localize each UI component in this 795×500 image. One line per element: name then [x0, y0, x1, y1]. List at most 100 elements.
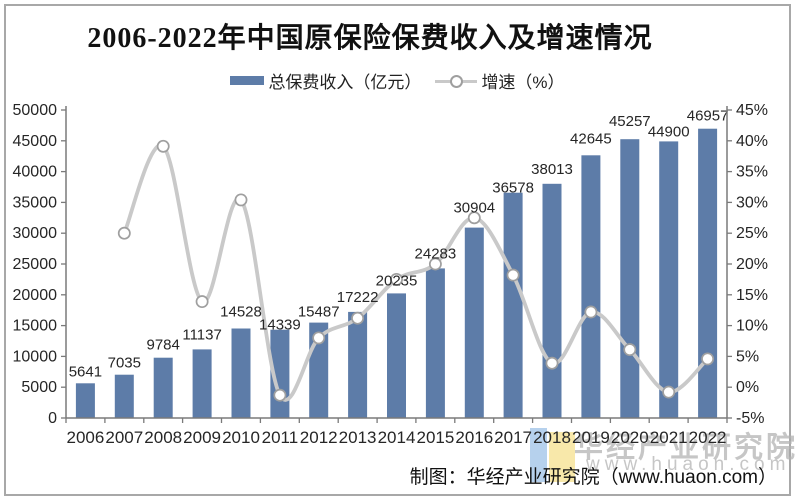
x-axis-label-2017: 2017	[494, 428, 532, 447]
bar-2013	[348, 311, 368, 418]
growth-marker-2007	[117, 226, 131, 240]
x-axis-label-2016: 2016	[455, 428, 493, 447]
right-axis-tick-label: 25%	[736, 225, 768, 242]
legend-bar-swatch	[230, 76, 265, 85]
bar-2014	[387, 293, 406, 418]
legend-item-line: 增速（%）	[435, 68, 565, 93]
bar-2016	[464, 227, 484, 418]
x-axis-label-2020: 2020	[611, 428, 649, 447]
growth-marker-2017	[506, 268, 520, 282]
bar-value-label-2010: 14528	[220, 304, 262, 321]
legend-line-swatch	[435, 74, 478, 88]
right-axis-tick-label: 20%	[736, 256, 768, 273]
bar-2007	[114, 374, 134, 418]
growth-marker-2020	[623, 343, 637, 357]
bar-value-label-2020: 45257	[609, 113, 651, 130]
x-axis-label-2018: 2018	[533, 428, 571, 447]
chart-title: 2006-2022年中国原保险保费收入及增速情况	[87, 23, 653, 54]
right-axis-tick-label: 10%	[736, 318, 768, 335]
bar-2019	[581, 155, 601, 419]
bar-value-label-2014: 20235	[376, 272, 418, 289]
credit-line: 制图：华经产业研究院（www.huaon.com）	[409, 467, 777, 488]
x-axis-label-2011: 2011	[262, 428, 299, 447]
x-axis-label-2010: 2010	[222, 428, 260, 447]
growth-marker-2012	[312, 331, 326, 345]
growth-marker-2013	[351, 311, 365, 325]
growth-marker-2015	[428, 257, 442, 271]
legend-item-bars: 总保费收入（亿元）	[230, 68, 421, 93]
watermark-brand-url: www.huaon.com	[586, 454, 791, 475]
bar-value-label-2006: 5641	[69, 363, 102, 380]
bar-value-label-2009: 11137	[182, 326, 222, 343]
x-axis-label-2021: 2021	[650, 428, 688, 447]
left-axis-tick-label: 5000	[21, 379, 57, 396]
bar-2022	[698, 128, 718, 418]
bar-value-label-2013: 17222	[337, 289, 379, 306]
x-axis-label-2013: 2013	[339, 428, 377, 447]
left-axis-tick-label: 40000	[13, 164, 58, 181]
legend-bar-label: 总保费收入（亿元）	[268, 73, 422, 92]
x-axis-label-2019: 2019	[572, 428, 610, 447]
x-axis-label-2014: 2014	[378, 428, 416, 447]
growth-marker-2021	[662, 385, 676, 399]
bar-2010	[231, 328, 251, 418]
watermark-brand-text: 华经产业研究院	[574, 432, 795, 464]
growth-marker-2008	[156, 139, 170, 153]
bar-2006	[75, 383, 95, 418]
growth-marker-2009	[195, 295, 209, 309]
legend: 总保费收入（亿元） 增速（%）	[0, 68, 795, 93]
left-axis-tick-label: 10000	[13, 348, 58, 365]
legend-line-label: 增速（%）	[481, 73, 565, 92]
bar-value-label-2007: 7035	[108, 355, 141, 372]
legend-line-marker-icon	[450, 74, 464, 88]
bar-value-label-2015: 24283	[415, 245, 457, 262]
x-axis-label-2015: 2015	[416, 428, 454, 447]
x-axis-label-2012: 2012	[300, 428, 338, 447]
x-axis-label-2009: 2009	[183, 428, 221, 447]
left-axis-tick-label: 45000	[13, 133, 58, 150]
growth-marker-2010	[234, 193, 248, 207]
bar-value-label-2018: 38013	[531, 161, 573, 178]
left-axis-tick-label: 20000	[13, 287, 58, 304]
growth-marker-2016	[467, 211, 481, 225]
bar-value-label-2011: 14339	[259, 317, 301, 334]
bar-2018	[542, 183, 562, 418]
watermark-logo-blue-square	[530, 428, 547, 482]
right-axis-tick-label: 35%	[736, 164, 768, 181]
right-axis-tick-label: 40%	[736, 133, 768, 150]
bar-value-label-2021: 44900	[648, 123, 690, 140]
left-axis-tick-label: 15000	[13, 318, 58, 335]
bar-2020	[620, 139, 640, 418]
left-axis-tick-label: 50000	[13, 102, 58, 119]
bar-2009	[192, 349, 212, 418]
right-axis-tick-label: -5%	[736, 410, 764, 427]
right-axis-tick-label: 45%	[736, 102, 768, 119]
left-axis-tick-label: 0	[48, 410, 57, 427]
bar-2015	[425, 268, 445, 418]
left-axis-tick-label: 30000	[13, 225, 58, 242]
watermark-logo-yellow-square	[549, 432, 575, 482]
left-axis-tick-label: 25000	[13, 256, 58, 273]
right-axis-tick-label: 30%	[736, 194, 768, 211]
bar-2021	[659, 141, 679, 418]
x-axis-label-2007: 2007	[105, 428, 143, 447]
growth-marker-2018	[545, 356, 559, 370]
x-axis-label-2006: 2006	[66, 428, 104, 447]
bar-2008	[153, 357, 173, 418]
bar-value-label-2012: 15487	[298, 304, 340, 321]
right-axis-tick-label: 5%	[736, 348, 759, 365]
bar-value-label-2019: 42645	[570, 130, 612, 147]
growth-marker-2019	[584, 305, 598, 319]
bar-value-label-2016: 30904	[453, 200, 495, 217]
right-axis-tick-label: 0%	[736, 379, 759, 396]
bar-value-label-2022: 46957	[687, 108, 729, 125]
bar-value-label-2017: 36578	[492, 180, 534, 197]
right-axis-tick-label: 15%	[736, 287, 768, 304]
growth-marker-2014	[390, 272, 403, 286]
bar-2017	[503, 192, 523, 418]
bar-value-label-2008: 9784	[147, 337, 180, 354]
x-axis-label-2022: 2022	[689, 428, 727, 447]
growth-marker-2011	[273, 388, 287, 402]
